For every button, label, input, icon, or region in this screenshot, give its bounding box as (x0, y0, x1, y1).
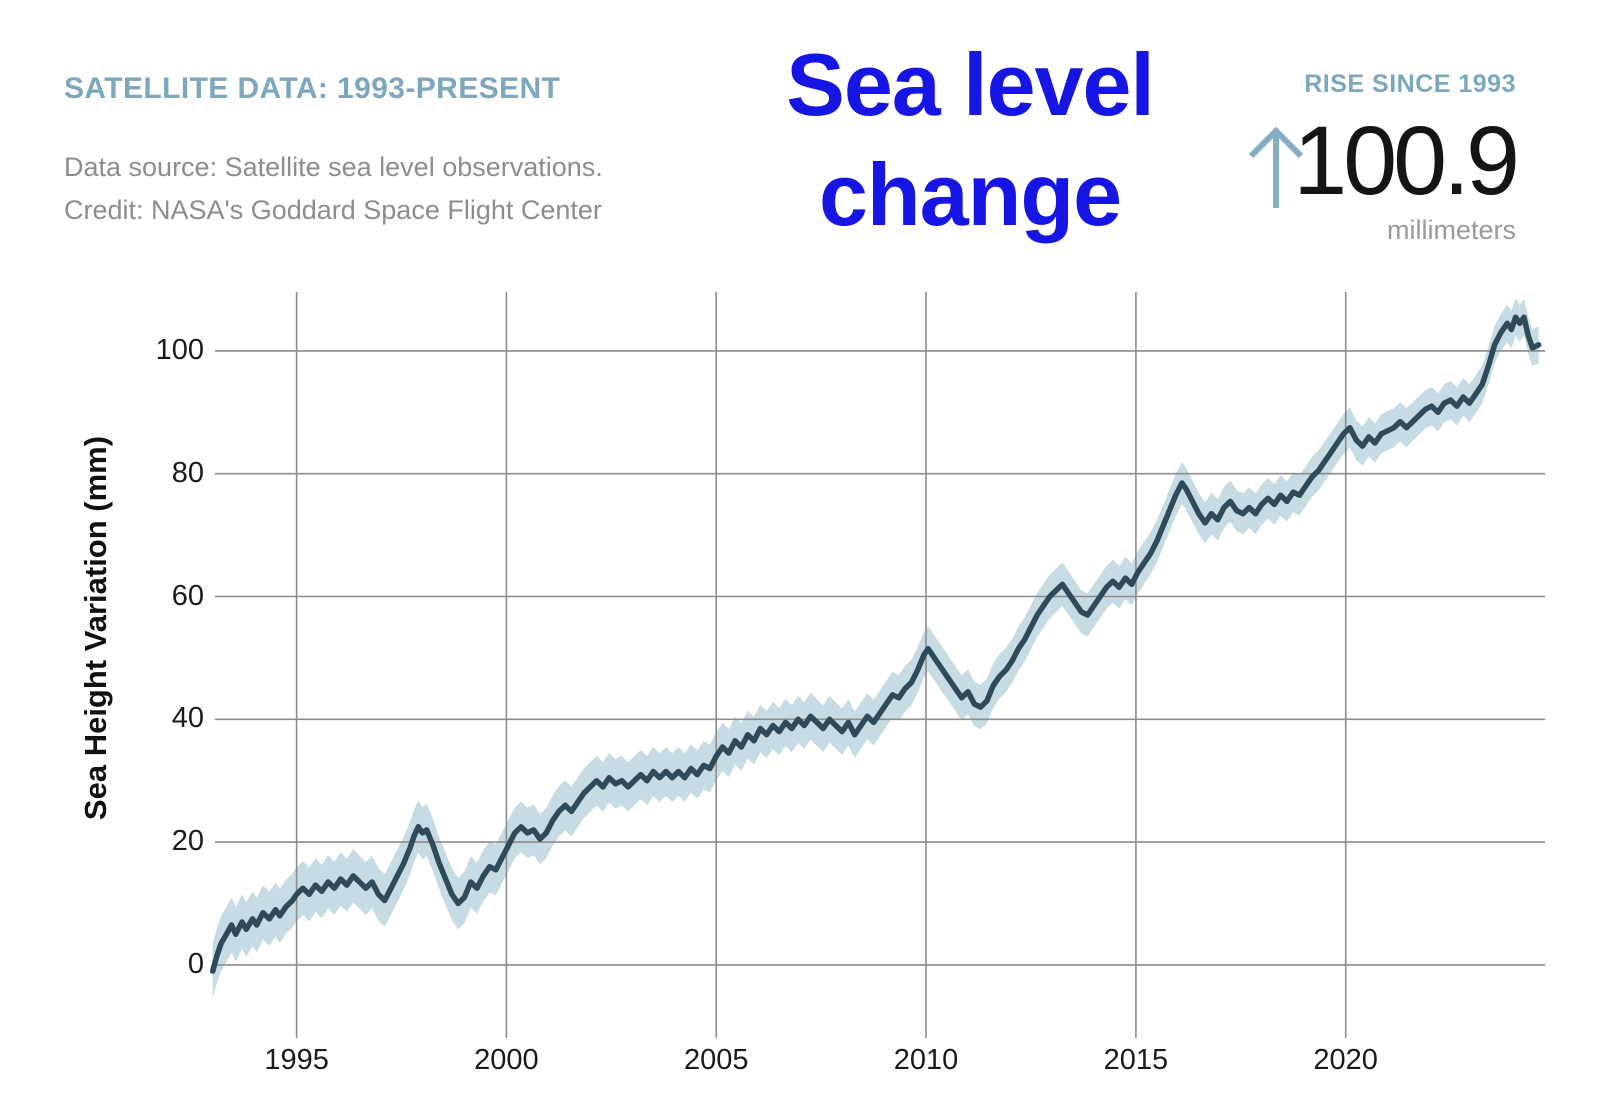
x-tick-label: 2015 (1103, 1044, 1169, 1076)
credit-line: Credit: NASA's Goddard Space Flight Cent… (64, 195, 602, 225)
title-line-1: Sea level (786, 35, 1155, 134)
rise-stat-label: RISE SINCE 1993 (1304, 70, 1516, 98)
x-tick-label: 2020 (1313, 1044, 1378, 1076)
x-tick-label: 2010 (893, 1044, 959, 1076)
x-tick-label: 2005 (683, 1044, 749, 1076)
data-source-line: Data source: Satellite sea level observa… (64, 152, 603, 182)
rise-stat-value: 100.9 (1293, 106, 1520, 215)
x-tick-label: 1995 (264, 1044, 329, 1076)
up-arrow-icon (1246, 124, 1306, 212)
page-title: Sea level change (620, 30, 1320, 250)
rise-stat: RISE SINCE 1993 100.9 millimeters (1293, 70, 1520, 246)
x-tick-label: 2000 (474, 1044, 539, 1076)
rise-stat-unit: millimeters (1386, 215, 1516, 245)
sea-level-line (209, 314, 1542, 974)
y-tick-label: 20 (171, 825, 204, 858)
data-source-credit: Data source: Satellite sea level observa… (64, 146, 603, 232)
title-line-2: change (818, 145, 1122, 244)
y-tick-label: 40 (171, 702, 204, 735)
y-tick-label: 100 (155, 333, 204, 366)
uncertainty-band (212, 298, 1539, 999)
header-kicker: SATELLITE DATA: 1993-PRESENT (64, 72, 561, 105)
y-tick-label: 80 (171, 456, 204, 489)
y-tick-label: 60 (171, 579, 204, 612)
y-tick-label: 0 (187, 947, 204, 980)
